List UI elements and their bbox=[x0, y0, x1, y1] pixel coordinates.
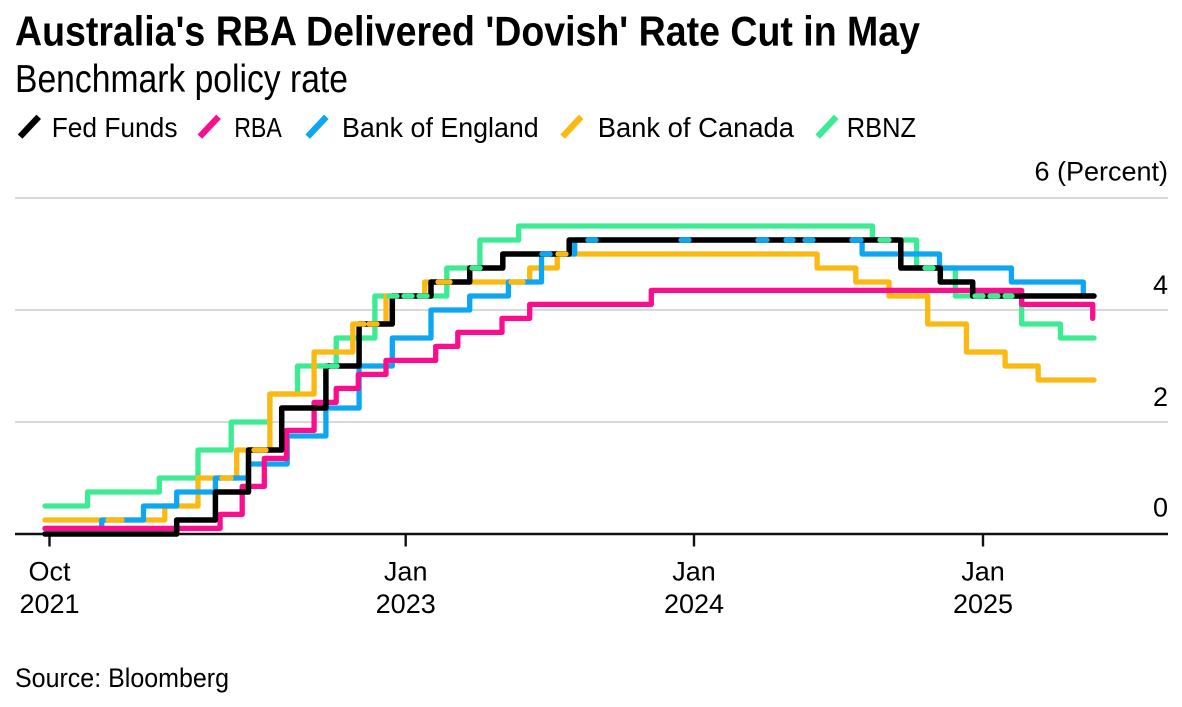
svg-text:Jan: Jan bbox=[672, 556, 716, 586]
svg-text:0: 0 bbox=[1153, 493, 1168, 523]
svg-text:2021: 2021 bbox=[19, 589, 79, 619]
svg-text:2023: 2023 bbox=[376, 589, 436, 619]
svg-text:Fed Funds: Fed Funds bbox=[52, 112, 178, 143]
svg-text:2: 2 bbox=[1153, 382, 1168, 412]
svg-text:Bank of Canada: Bank of Canada bbox=[598, 112, 795, 143]
svg-text:Benchmark policy rate: Benchmark policy rate bbox=[15, 58, 348, 101]
svg-text:Jan: Jan bbox=[384, 556, 428, 586]
svg-text:RBA: RBA bbox=[234, 112, 282, 143]
svg-text:Oct: Oct bbox=[28, 556, 71, 586]
svg-text:Bank of England: Bank of England bbox=[342, 112, 539, 143]
svg-text:6 (Percent): 6 (Percent) bbox=[1034, 157, 1168, 187]
svg-text:RBNZ: RBNZ bbox=[847, 112, 916, 143]
svg-text:2025: 2025 bbox=[953, 589, 1013, 619]
svg-text:Jan: Jan bbox=[961, 556, 1005, 586]
svg-text:4: 4 bbox=[1153, 270, 1168, 300]
svg-text:2024: 2024 bbox=[664, 589, 724, 619]
svg-text:Australia's RBA Delivered 'Dov: Australia's RBA Delivered 'Dovish' Rate … bbox=[15, 7, 921, 54]
svg-text:Source: Bloomberg: Source: Bloomberg bbox=[15, 663, 229, 693]
